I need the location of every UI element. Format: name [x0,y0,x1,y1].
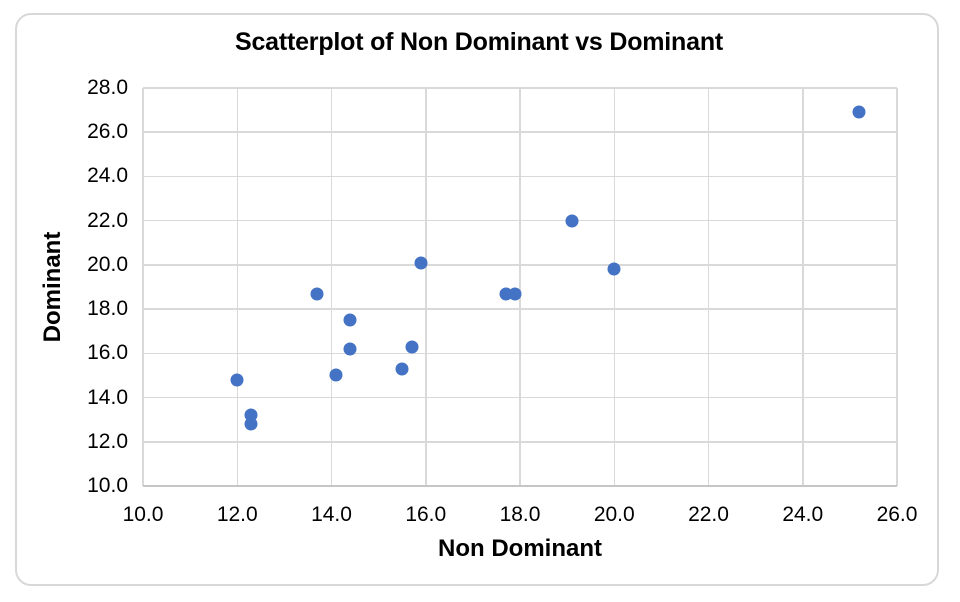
x-tick-label: 26.0 [876,503,918,526]
x-tick-label: 22.0 [688,503,729,526]
data-point [395,362,409,376]
h-gridline [143,308,897,310]
chart-title: Scatterplot of Non Dominant vs Dominant [234,28,724,56]
v-gridline [425,88,427,486]
data-point [244,417,258,431]
y-tick-label: 10.0 [87,474,128,497]
v-gridline [707,88,710,486]
x-tick-label: 12.0 [216,503,258,526]
x-tick-label: 14.0 [311,503,352,526]
data-point [405,340,419,354]
data-point [329,368,343,382]
h-gridline [143,441,897,443]
data-point [565,214,579,228]
plot-area [142,87,898,487]
x-tick-label: 18.0 [499,503,541,526]
v-gridline [802,88,804,486]
data-point [230,373,244,387]
x-tick-label: 10.0 [122,503,164,526]
data-point [414,256,428,270]
data-point [607,262,621,276]
data-point [508,287,522,301]
h-gridline [143,87,897,89]
chart-card [15,13,939,586]
y-tick-label: 18.0 [87,297,128,321]
x-axis-line [143,485,897,487]
v-gridline [142,88,144,486]
y-tick-label: 28.0 [87,76,128,99]
y-tick-label: 12.0 [87,429,128,453]
x-tick-label: 20.0 [593,503,635,526]
x-tick-label: 16.0 [405,503,447,526]
h-gridline [143,352,897,355]
h-gridline [143,264,897,266]
v-gridline [330,88,333,486]
data-point [310,287,324,301]
y-tick-label: 16.0 [87,341,128,365]
y-tick-label: 14.0 [87,385,128,409]
data-point [343,313,357,327]
data-point [343,342,357,356]
y-tick-label: 26.0 [87,120,128,144]
y-tick-label: 24.0 [87,164,128,188]
h-gridline [143,219,897,222]
h-gridline [143,175,897,178]
v-gridline [519,88,521,486]
x-axis-title: Non Dominant [438,535,602,562]
h-gridline [143,396,897,399]
v-gridline [896,88,898,486]
y-tick-label: 22.0 [87,208,128,232]
h-gridline [143,131,897,133]
v-gridline [613,88,615,486]
v-gridline [236,88,238,486]
y-axis-title: Dominant [39,231,66,343]
x-tick-label: 24.0 [782,503,824,526]
data-point [852,105,866,119]
y-tick-label: 20.0 [87,252,128,276]
